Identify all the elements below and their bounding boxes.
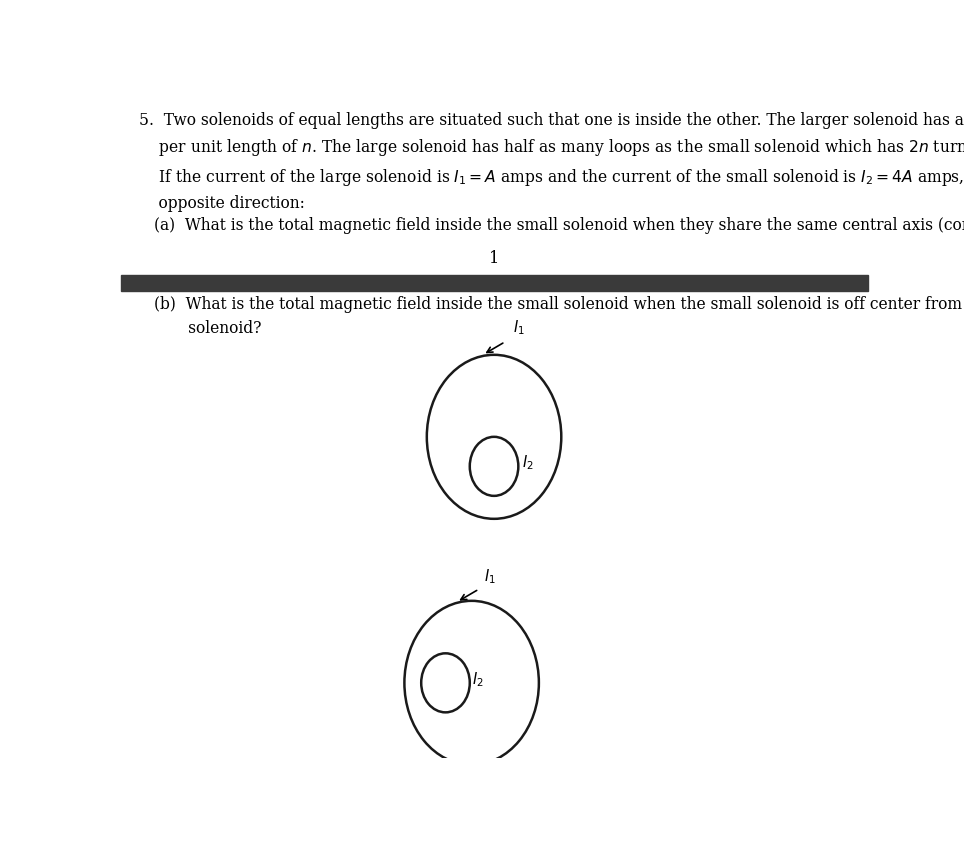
Text: (a)  What is the total magnetic field inside the small solenoid when they share : (a) What is the total magnetic field ins… bbox=[154, 217, 964, 234]
Text: $\mathit{I}_1$: $\mathit{I}_1$ bbox=[484, 567, 496, 585]
Bar bbox=[120, 275, 868, 291]
Text: $\mathit{I}_1$: $\mathit{I}_1$ bbox=[513, 319, 524, 337]
Text: $\mathit{I}_2$: $\mathit{I}_2$ bbox=[472, 671, 484, 689]
Text: (b)  What is the total magnetic field inside the small solenoid when the small s: (b) What is the total magnetic field ins… bbox=[154, 296, 964, 337]
Text: $\mathit{I}_2$: $\mathit{I}_2$ bbox=[522, 454, 534, 472]
Text: 5.  Two solenoids of equal lengths are situated such that one is inside the othe: 5. Two solenoids of equal lengths are si… bbox=[139, 112, 964, 212]
Text: 1: 1 bbox=[489, 250, 499, 267]
